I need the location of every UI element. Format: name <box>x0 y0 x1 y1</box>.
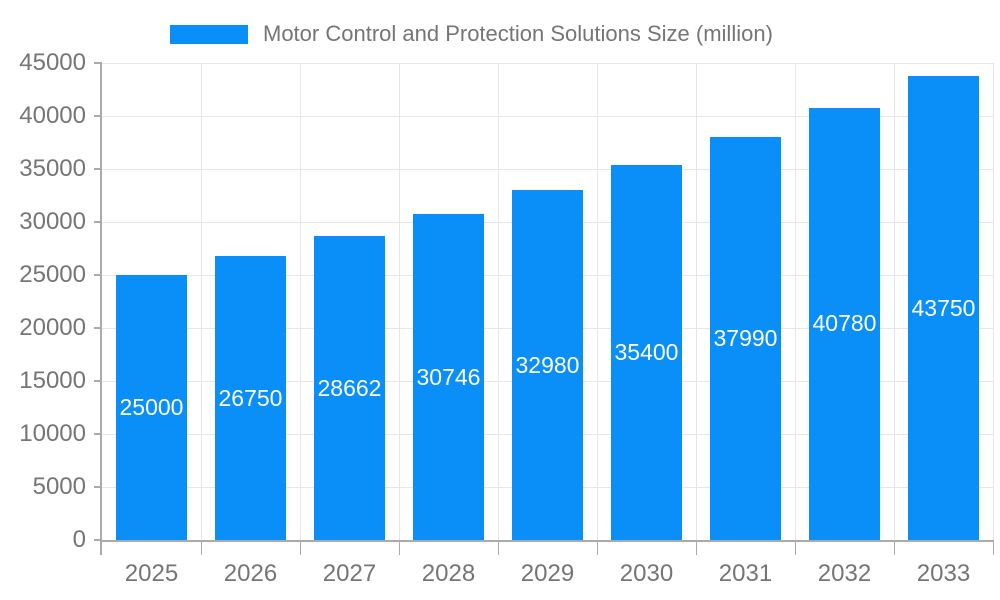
bar-value-label: 30746 <box>416 363 481 390</box>
v-gridline <box>893 63 895 540</box>
bar: 37990 <box>710 137 781 540</box>
bar-value-label: 37990 <box>713 325 778 352</box>
bar-value-label: 26750 <box>218 384 283 411</box>
y-axis-label: 0 <box>72 526 86 553</box>
bar-value-label: 28662 <box>317 374 382 401</box>
plot-area: 25000 26750 28662 30746 32980 35400 37990 40780… <box>102 62 994 540</box>
y-axis-label: 10000 <box>19 420 86 447</box>
y-axis-label: 15000 <box>19 367 86 394</box>
x-axis-label: 2033 <box>916 560 971 587</box>
bar: 32980 <box>512 190 583 540</box>
y-tick <box>94 115 102 117</box>
x-axis-label: 2029 <box>520 560 575 587</box>
y-tick <box>94 62 102 64</box>
y-tick <box>94 380 102 382</box>
x-tick <box>794 540 796 555</box>
y-tick <box>94 539 102 541</box>
h-gridline <box>102 168 993 170</box>
y-tick <box>94 486 102 488</box>
legend-label: Motor Control and Protection Solutions S… <box>263 21 773 46</box>
x-axis-label: 2028 <box>421 560 476 587</box>
v-gridline <box>299 63 301 540</box>
legend: Motor Control and Protection Solutions S… <box>170 21 773 46</box>
bar-value-label: 32980 <box>515 351 580 378</box>
v-gridline <box>794 63 796 540</box>
y-axis-label: 30000 <box>19 208 86 235</box>
bar: 26750 <box>215 256 286 540</box>
y-axis-label: 25000 <box>19 261 86 288</box>
bar: 40780 <box>809 107 880 540</box>
bar: 30746 <box>413 214 484 540</box>
y-axis-line <box>100 63 102 555</box>
x-tick <box>893 540 895 555</box>
v-gridline <box>992 63 994 540</box>
bar: 25000 <box>116 275 187 540</box>
x-tick <box>596 540 598 555</box>
bar-value-label: 40780 <box>812 310 877 337</box>
x-axis-label: 2027 <box>322 560 377 587</box>
x-axis-label: 2031 <box>718 560 773 587</box>
bar: 35400 <box>611 164 682 540</box>
bar-value-label: 35400 <box>614 338 679 365</box>
y-tick <box>94 274 102 276</box>
x-axis-label: 2026 <box>223 560 278 587</box>
bar: 28662 <box>314 236 385 540</box>
y-tick <box>94 327 102 329</box>
v-gridline <box>200 63 202 540</box>
y-tick <box>94 168 102 170</box>
x-tick <box>299 540 301 555</box>
x-axis-line <box>102 540 993 542</box>
y-axis-label: 5000 <box>32 473 86 500</box>
v-gridline <box>695 63 697 540</box>
x-tick <box>200 540 202 555</box>
v-gridline <box>497 63 499 540</box>
v-gridline <box>596 63 598 540</box>
v-gridline <box>398 63 400 540</box>
x-tick <box>992 540 994 555</box>
x-tick <box>398 540 400 555</box>
h-gridline <box>102 115 993 117</box>
bar: 43750 <box>908 76 979 540</box>
x-tick <box>695 540 697 555</box>
y-axis-label: 20000 <box>19 314 86 341</box>
y-axis-label: 45000 <box>19 49 86 76</box>
y-axis-label: 35000 <box>19 155 86 182</box>
bar-value-label: 25000 <box>119 394 184 420</box>
x-axis-label: 2032 <box>817 560 872 587</box>
x-axis-label: 2030 <box>619 560 674 587</box>
y-tick <box>94 433 102 435</box>
y-tick <box>94 221 102 223</box>
y-axis-label: 40000 <box>19 102 86 129</box>
legend-swatch <box>170 24 248 44</box>
bar-value-label: 43750 <box>911 294 976 321</box>
x-tick <box>497 540 499 555</box>
h-gridline <box>102 62 993 64</box>
x-axis-label: 2025 <box>124 560 179 587</box>
